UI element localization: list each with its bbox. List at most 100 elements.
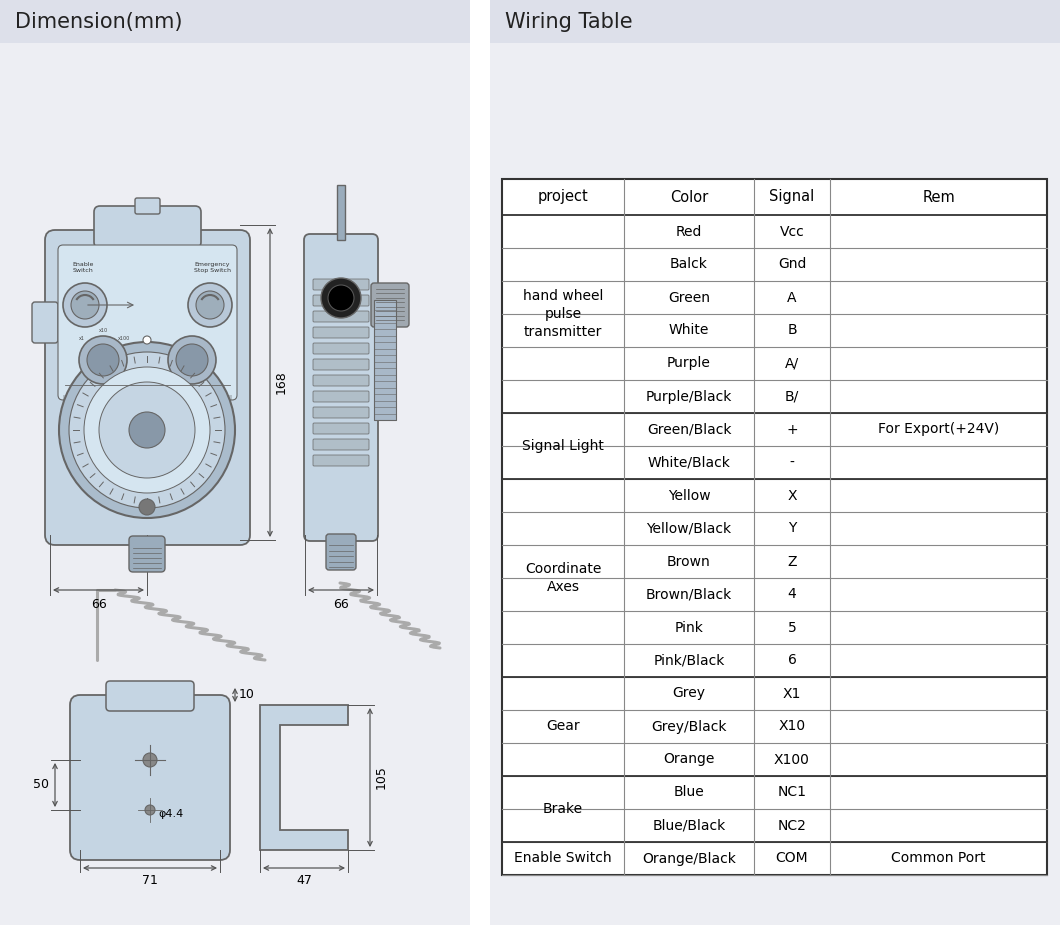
Text: 6: 6 <box>788 653 796 668</box>
Text: COM: COM <box>776 852 809 866</box>
FancyBboxPatch shape <box>63 395 232 400</box>
FancyBboxPatch shape <box>304 234 378 541</box>
Circle shape <box>63 283 107 327</box>
FancyBboxPatch shape <box>70 695 230 860</box>
Text: Pink/Black: Pink/Black <box>653 653 725 668</box>
Text: Gnd: Gnd <box>778 257 807 272</box>
Text: Pink: Pink <box>674 621 704 635</box>
Text: Enable Switch: Enable Switch <box>514 852 612 866</box>
Text: Wiring Table: Wiring Table <box>505 12 633 32</box>
Text: Grey/Black: Grey/Black <box>651 720 727 734</box>
Circle shape <box>321 278 361 318</box>
FancyBboxPatch shape <box>490 43 1060 925</box>
Text: Color: Color <box>670 190 708 204</box>
Circle shape <box>176 344 208 376</box>
Text: A: A <box>788 290 797 304</box>
Circle shape <box>139 499 155 515</box>
FancyBboxPatch shape <box>313 311 369 322</box>
Text: B/: B/ <box>784 389 799 403</box>
FancyBboxPatch shape <box>58 245 237 400</box>
FancyBboxPatch shape <box>337 185 344 240</box>
Text: Purple: Purple <box>667 356 711 371</box>
Text: 168: 168 <box>275 371 288 394</box>
Text: +: + <box>787 423 798 437</box>
FancyBboxPatch shape <box>313 279 369 290</box>
Text: Z: Z <box>788 554 797 569</box>
FancyBboxPatch shape <box>313 455 369 466</box>
Circle shape <box>143 336 151 344</box>
FancyBboxPatch shape <box>32 302 58 343</box>
Text: A/: A/ <box>785 356 799 371</box>
Text: 105: 105 <box>375 766 388 789</box>
Text: X100: X100 <box>774 753 810 767</box>
FancyBboxPatch shape <box>313 295 369 306</box>
Text: φ4.4: φ4.4 <box>158 809 183 819</box>
Text: Green: Green <box>668 290 710 304</box>
Text: Emergency
Stop Switch: Emergency Stop Switch <box>194 262 230 273</box>
Text: x10: x10 <box>99 327 107 332</box>
Text: x100: x100 <box>118 337 130 341</box>
Text: Common Port: Common Port <box>891 852 986 866</box>
FancyBboxPatch shape <box>0 0 470 43</box>
Text: hand wheel
pulse
transmitter: hand wheel pulse transmitter <box>523 289 603 339</box>
Text: NC1: NC1 <box>777 785 807 799</box>
Polygon shape <box>260 705 348 850</box>
Circle shape <box>328 285 354 311</box>
Text: Balck: Balck <box>670 257 708 272</box>
Text: project: project <box>537 190 588 204</box>
Text: x1: x1 <box>78 337 85 341</box>
Text: Y: Y <box>788 522 796 536</box>
Text: Purple/Black: Purple/Black <box>646 389 732 403</box>
Text: 4: 4 <box>788 587 796 601</box>
FancyBboxPatch shape <box>106 681 194 711</box>
Text: White/Black: White/Black <box>648 455 730 470</box>
Text: White: White <box>669 324 709 338</box>
Text: For Export(+24V): For Export(+24V) <box>878 423 1000 437</box>
FancyBboxPatch shape <box>490 0 1060 43</box>
FancyBboxPatch shape <box>313 343 369 354</box>
Circle shape <box>99 382 195 478</box>
Text: -: - <box>790 455 794 470</box>
FancyBboxPatch shape <box>313 391 369 402</box>
Text: Grey: Grey <box>672 686 706 700</box>
FancyBboxPatch shape <box>313 327 369 338</box>
Text: X1: X1 <box>783 686 801 700</box>
Text: 66: 66 <box>90 598 106 611</box>
Text: Yellow: Yellow <box>668 488 710 502</box>
FancyBboxPatch shape <box>135 198 160 214</box>
FancyBboxPatch shape <box>326 534 356 570</box>
Text: Signal: Signal <box>770 190 815 204</box>
FancyBboxPatch shape <box>94 206 201 248</box>
FancyBboxPatch shape <box>45 230 250 545</box>
Text: Gear: Gear <box>546 720 580 734</box>
FancyBboxPatch shape <box>313 423 369 434</box>
Text: Brown/Black: Brown/Black <box>646 587 732 601</box>
Text: Blue/Black: Blue/Black <box>652 819 726 832</box>
FancyBboxPatch shape <box>371 283 409 327</box>
Text: X10: X10 <box>778 720 806 734</box>
FancyBboxPatch shape <box>502 179 1047 875</box>
Text: NC2: NC2 <box>778 819 807 832</box>
FancyBboxPatch shape <box>313 407 369 418</box>
FancyBboxPatch shape <box>374 300 396 420</box>
Text: Rem: Rem <box>922 190 955 204</box>
FancyBboxPatch shape <box>313 439 369 450</box>
Circle shape <box>143 753 157 767</box>
Text: Vcc: Vcc <box>779 225 805 239</box>
FancyBboxPatch shape <box>313 359 369 370</box>
Circle shape <box>167 336 216 384</box>
Circle shape <box>71 291 99 319</box>
Text: 5: 5 <box>788 621 796 635</box>
Text: Blue: Blue <box>673 785 705 799</box>
FancyBboxPatch shape <box>313 375 369 386</box>
Text: Enable
Switch: Enable Switch <box>72 262 93 273</box>
Text: X: X <box>788 488 797 502</box>
Text: Yellow/Black: Yellow/Black <box>647 522 731 536</box>
Circle shape <box>129 412 165 448</box>
Circle shape <box>84 367 210 493</box>
Text: Dimension(mm): Dimension(mm) <box>15 12 182 32</box>
Text: Brake: Brake <box>543 802 583 816</box>
Text: Red: Red <box>676 225 702 239</box>
Circle shape <box>145 805 155 815</box>
Circle shape <box>59 342 235 518</box>
